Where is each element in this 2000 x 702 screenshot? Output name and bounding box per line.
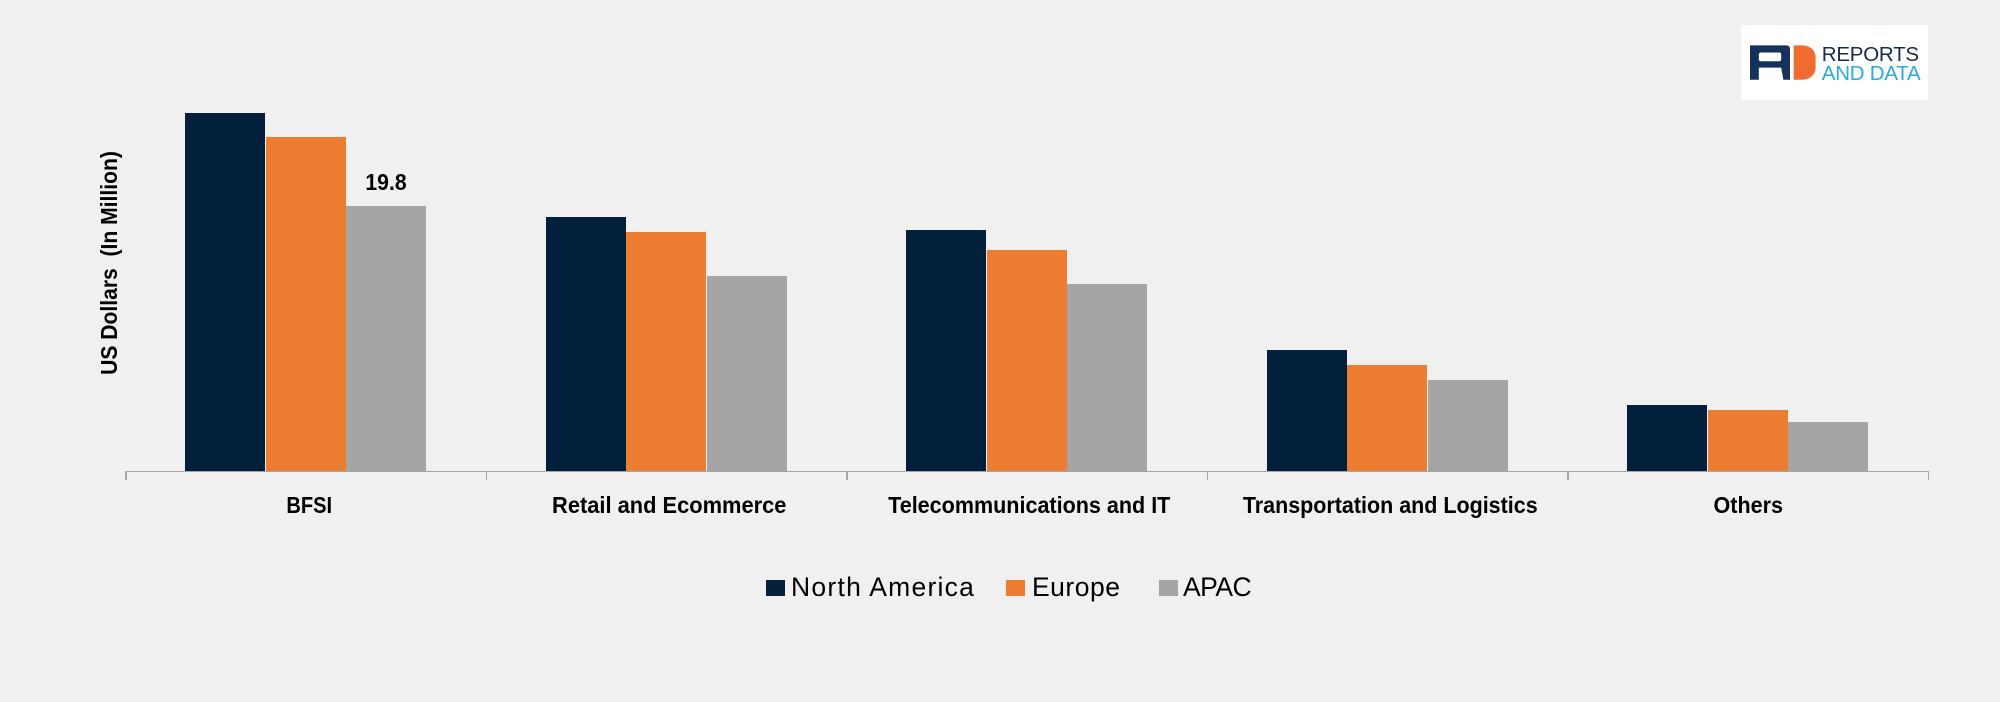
svg-text:AND DATA: AND DATA	[1822, 62, 1921, 85]
svg-text:REPORTS: REPORTS	[1822, 43, 1919, 66]
